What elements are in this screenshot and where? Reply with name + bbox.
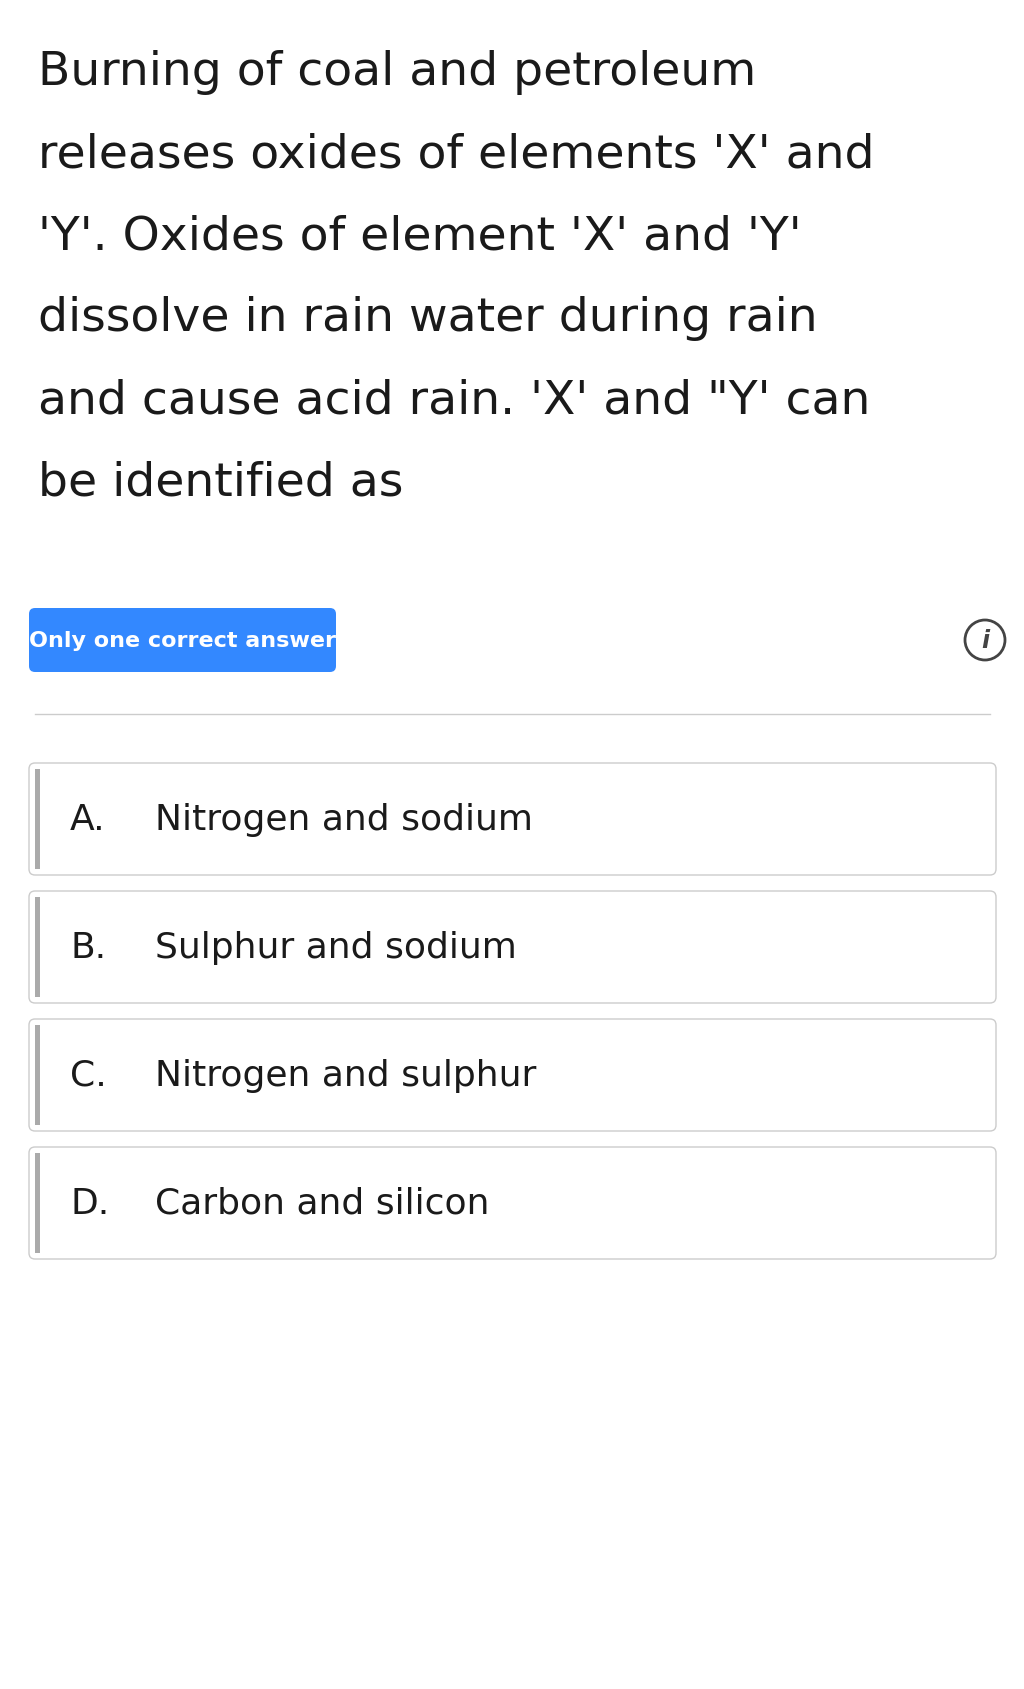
- Text: and cause acid rain. 'X' and "Y' can: and cause acid rain. 'X' and "Y' can: [38, 378, 870, 422]
- Text: Nitrogen and sodium: Nitrogen and sodium: [155, 802, 534, 836]
- FancyBboxPatch shape: [29, 892, 996, 1003]
- FancyBboxPatch shape: [29, 763, 996, 875]
- Text: A.: A.: [70, 802, 105, 836]
- FancyBboxPatch shape: [35, 1025, 40, 1125]
- FancyBboxPatch shape: [29, 1147, 996, 1260]
- Text: be identified as: be identified as: [38, 459, 403, 505]
- FancyBboxPatch shape: [35, 770, 40, 870]
- FancyBboxPatch shape: [35, 897, 40, 998]
- FancyBboxPatch shape: [29, 608, 336, 672]
- Text: Carbon and silicon: Carbon and silicon: [155, 1186, 489, 1219]
- Text: i: i: [981, 628, 989, 652]
- Text: 'Y'. Oxides of element 'X' and 'Y': 'Y'. Oxides of element 'X' and 'Y': [38, 215, 802, 258]
- Text: B.: B.: [70, 931, 106, 964]
- Text: dissolve in rain water during rain: dissolve in rain water during rain: [38, 296, 817, 341]
- Text: Burning of coal and petroleum: Burning of coal and petroleum: [38, 51, 757, 95]
- Text: Sulphur and sodium: Sulphur and sodium: [155, 931, 517, 964]
- FancyBboxPatch shape: [29, 1020, 996, 1132]
- Text: Nitrogen and sulphur: Nitrogen and sulphur: [155, 1059, 537, 1093]
- Text: releases oxides of elements 'X' and: releases oxides of elements 'X' and: [38, 132, 874, 177]
- Text: D.: D.: [70, 1186, 110, 1219]
- Text: C.: C.: [70, 1059, 106, 1093]
- FancyBboxPatch shape: [35, 1154, 40, 1253]
- Text: Only one correct answer: Only one correct answer: [29, 630, 336, 650]
